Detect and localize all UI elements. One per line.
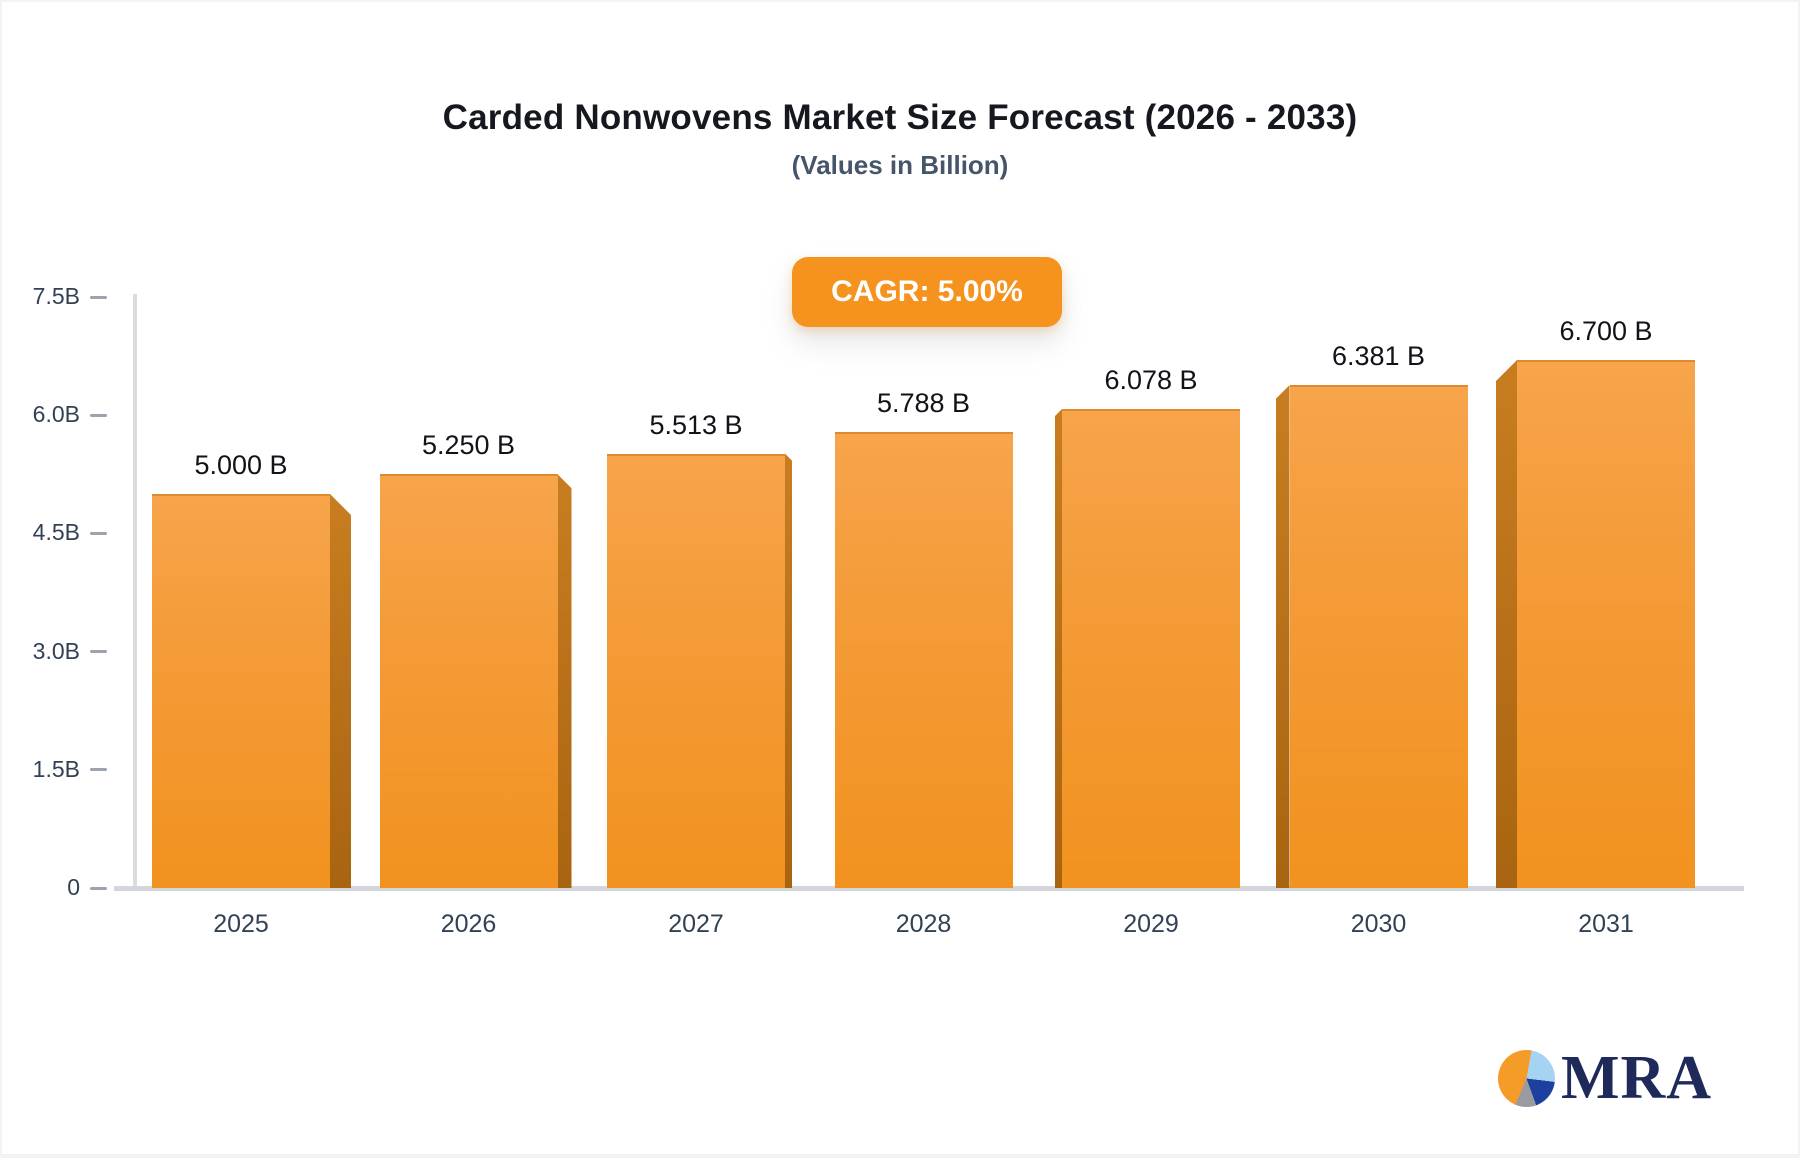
bar-3d-side (1496, 360, 1517, 888)
bar-2030[interactable] (1289, 385, 1468, 888)
brand-logo: MRA (1498, 1038, 1768, 1118)
bar-2027[interactable] (607, 453, 785, 888)
y-tick-mark (90, 413, 107, 417)
chart-subtitle: (Values in Billion) (791, 150, 1009, 180)
x-axis-label-2025: 2025 (213, 910, 269, 938)
bar-3d-side (785, 453, 792, 888)
bar-value-label: 6.078 B (1104, 365, 1198, 396)
brand-logo-text: MRA (1561, 1043, 1713, 1112)
bar-value-label: 5.513 B (649, 409, 743, 440)
pie-chart-logo-icon (1498, 1049, 1555, 1107)
y-tick-mark (90, 650, 107, 654)
y-tick-label: 7.5B (32, 283, 80, 309)
bar-2026[interactable] (379, 474, 558, 888)
y-tick-mark (90, 886, 107, 890)
y-tick-mark (90, 768, 107, 772)
y-tick-label: 0 (67, 874, 80, 900)
bar-3d-side (330, 494, 351, 888)
x-axis-label-2026: 2026 (440, 910, 497, 938)
x-axis-label-2029: 2029 (1123, 910, 1179, 938)
bar-value-label: 5.788 B (876, 387, 971, 418)
bar-3d-side (1055, 409, 1062, 888)
bar-value-label: 6.381 B (1331, 341, 1426, 372)
y-tick-label: 6.0B (32, 401, 80, 428)
y-tick-mark (90, 295, 107, 299)
bar-2028[interactable] (834, 431, 1013, 888)
y-axis-line (133, 294, 137, 888)
x-axis-label-2028: 2028 (895, 910, 952, 938)
y-tick-label: 4.5B (32, 519, 80, 546)
bar-2029[interactable] (1062, 409, 1240, 888)
x-axis-line (114, 886, 1744, 891)
y-tick-label: 3.0B (32, 637, 80, 664)
bar-value-label: 5.000 B (194, 450, 288, 480)
bar-3d-side (1275, 385, 1290, 888)
bar-value-label: 5.250 B (421, 430, 516, 461)
y-tick-mark (90, 531, 107, 535)
x-axis-label-2031: 2031 (1578, 910, 1634, 938)
cagr-badge: CAGR: 5.00% (792, 257, 1062, 327)
bar-2031[interactable] (1517, 360, 1695, 888)
bar-2025[interactable] (152, 494, 330, 888)
bar-3d-side (557, 474, 572, 888)
chart-title: Carded Nonwovens Market Size Forecast (2… (442, 98, 1358, 137)
bar-value-label: 6.700 B (1559, 316, 1653, 347)
y-tick-label: 1.5B (32, 755, 80, 782)
x-axis-label-2030: 2030 (1350, 910, 1407, 938)
x-axis-label-2027: 2027 (668, 910, 724, 938)
